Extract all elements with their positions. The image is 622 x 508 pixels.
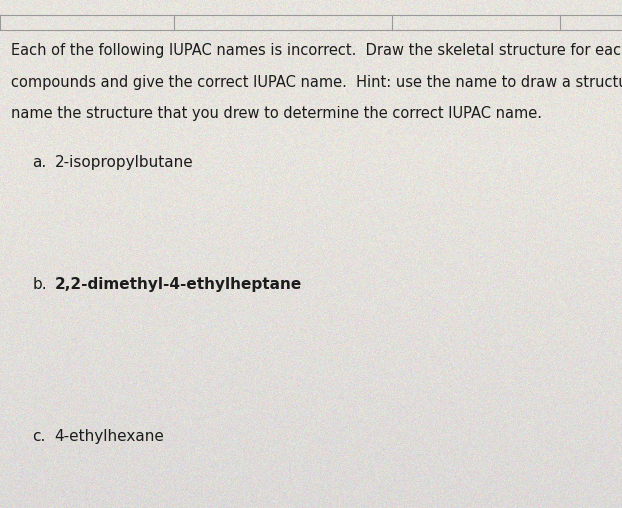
Text: 4-ethylhexane: 4-ethylhexane [55,429,165,444]
Text: b.: b. [32,277,47,292]
Text: 2,2-dimethyl-4-ethylheptane: 2,2-dimethyl-4-ethylheptane [55,277,302,292]
Text: 2-isopropylbutane: 2-isopropylbutane [55,155,193,170]
Text: Each of the following IUPAC names is incorrect.  Draw the skeletal structure for: Each of the following IUPAC names is inc… [11,43,622,58]
Text: name the structure that you drew to determine the correct IUPAC name.: name the structure that you drew to dete… [11,106,542,121]
Text: c.: c. [32,429,46,444]
Text: compounds and give the correct IUPAC name.  Hint: use the name to draw a structu: compounds and give the correct IUPAC nam… [11,75,622,90]
Text: a.: a. [32,155,47,170]
